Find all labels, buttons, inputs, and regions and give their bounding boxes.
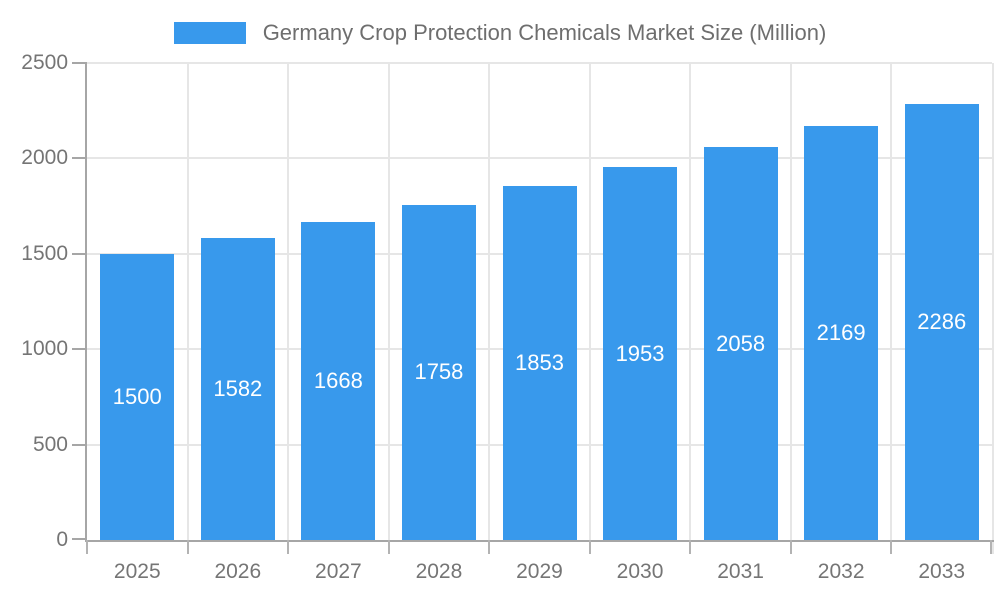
bar[interactable]: 1582 [200,238,275,540]
y-axis-label: 500 [32,432,68,456]
x-axis-tick [789,540,792,554]
x-axis-label: 2027 [315,560,362,583]
x-axis-label: 2031 [717,560,764,583]
gridline-horizontal [87,62,992,64]
bar[interactable]: 1668 [301,221,376,540]
plot-right-border [992,63,994,554]
x-axis-label: 2028 [415,560,463,583]
x-axis-label: 2030 [616,560,664,583]
bar[interactable]: 1500 [100,253,175,540]
x-axis-tick [186,540,189,554]
y-axis-label: 2000 [21,146,68,170]
x-axis-tick [990,540,992,554]
x-axis-tick [689,540,692,554]
y-axis-line [85,63,87,540]
bar-value-label: 1853 [515,350,564,376]
legend-swatch [173,22,246,44]
bar-value-label: 2286 [917,308,967,334]
plot-area: 0 500 1000 1500 2000 2500 1500 2025 1582 2026 1668… [21,51,994,583]
gridline-vertical [287,63,290,540]
x-axis-tick [890,540,893,554]
y-axis-tick [72,157,87,160]
bar-value-label: 1500 [112,383,162,409]
y-axis-tick [72,538,87,540]
x-axis-tick [287,540,290,554]
legend-label: Germany Crop Protection Chemicals Market… [262,20,827,45]
gridline-vertical [488,63,491,540]
gridline-vertical [689,63,692,540]
bar-value-label: 2058 [716,330,766,356]
bar-value-label: 1668 [313,367,363,393]
y-axis-tick [72,348,87,351]
bar-value-label: 1582 [213,376,263,402]
y-axis-label: 2500 [21,51,68,74]
x-axis-line [85,540,994,542]
bar[interactable]: 2058 [703,147,778,540]
gridline-vertical [186,63,189,540]
bar[interactable]: 2286 [904,103,979,540]
chart-legend[interactable]: Germany Crop Protection Chemicals Market… [0,20,1000,46]
bar-value-label: 2169 [816,320,866,346]
bar-value-label: 1758 [414,359,464,385]
y-axis-tick [72,443,87,446]
gridline-vertical [789,63,792,540]
y-axis-tick [72,252,87,255]
bar[interactable]: 1853 [502,186,577,540]
bar[interactable]: 1953 [603,167,678,540]
x-axis-label: 2025 [113,560,161,583]
y-axis-label: 1000 [21,337,68,361]
y-axis-label: 1500 [21,241,68,265]
x-axis-tick [86,540,88,554]
bar-value-label: 1953 [615,340,665,366]
x-axis-tick [588,540,591,554]
x-axis-label: 2026 [214,560,262,583]
x-axis-tick [488,540,491,554]
x-axis-label: 2029 [516,560,563,583]
gridline-horizontal [87,157,992,160]
x-axis-label: 2032 [817,560,865,583]
x-axis-tick [387,540,390,554]
x-axis-label: 2033 [918,560,966,583]
y-axis-tick [72,62,87,64]
gridline-vertical [890,63,893,540]
y-axis-label: 0 [56,528,68,551]
bar[interactable]: 2169 [804,126,879,540]
gridline-vertical [387,63,390,540]
gridline-vertical [588,63,591,540]
bar[interactable]: 1758 [401,204,476,540]
